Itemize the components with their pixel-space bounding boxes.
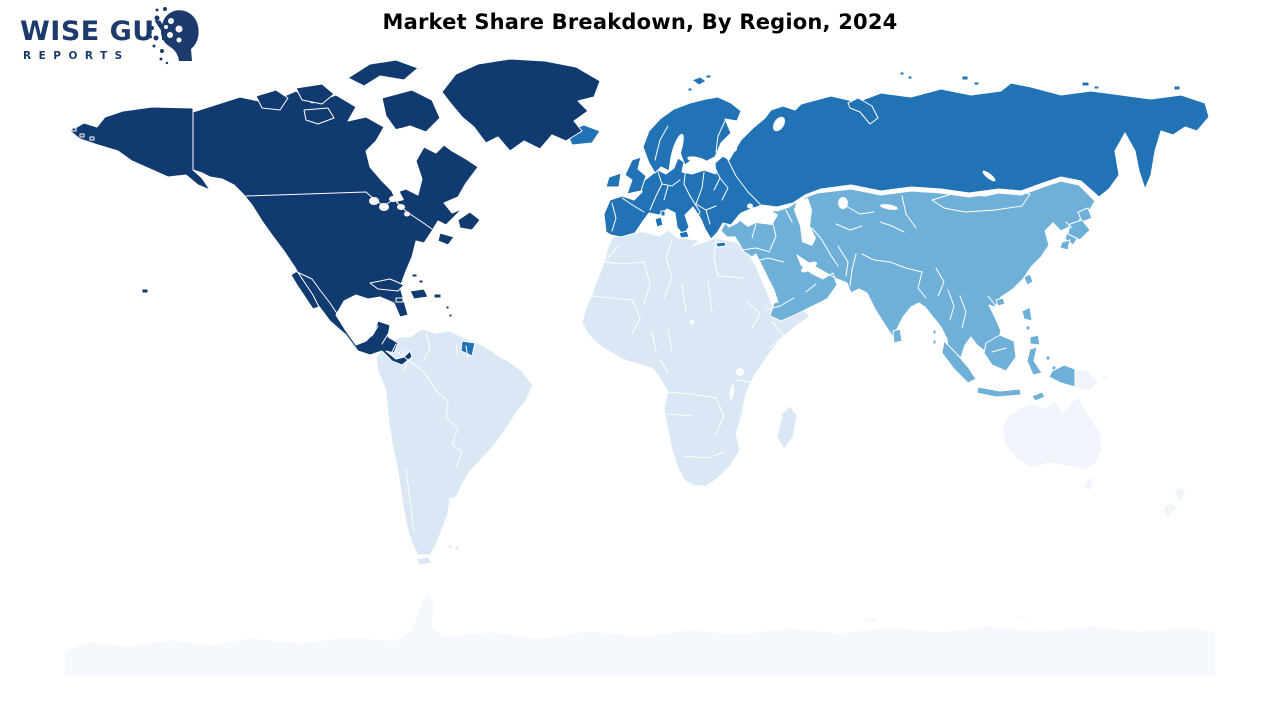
mindanao — [1029, 334, 1041, 346]
chart-title: Market Share Breakdown, By Region, 2024 — [382, 10, 898, 34]
sicily — [678, 230, 690, 239]
hawaii — [141, 288, 149, 294]
hainan — [995, 297, 1006, 307]
crete — [715, 241, 727, 248]
new-zealand-south — [1161, 501, 1179, 519]
south-america-mainland — [375, 328, 534, 556]
africa-mainland — [581, 229, 811, 487]
logo-text-wise-guy: WISE GUY — [20, 16, 175, 47]
lake-balkhash — [880, 204, 898, 210]
tierra-del-fuego — [415, 556, 433, 566]
aral-sea — [838, 197, 848, 209]
new-zealand-north — [1173, 485, 1187, 503]
cuba — [369, 278, 405, 292]
japan-hokkaido — [1077, 207, 1093, 223]
wise-guy-reports-logo: WISE GUY REPORTS — [20, 7, 199, 65]
baltic-sea — [670, 133, 684, 167]
baja-california — [290, 270, 320, 310]
newfoundland — [457, 211, 481, 231]
lake-victoria — [736, 368, 744, 376]
east-new-guinea — [1074, 368, 1099, 392]
japan-honshu — [1067, 219, 1091, 241]
lake-baikal — [982, 170, 996, 182]
australia — [1001, 395, 1103, 471]
region-oceania — [1001, 368, 1187, 519]
region-antarctica — [63, 589, 1217, 678]
gulf-of-finland — [687, 156, 707, 164]
sardinia — [654, 216, 664, 228]
nova-scotia — [437, 232, 455, 246]
tasmania — [1083, 477, 1095, 491]
caspian-sea — [794, 198, 816, 246]
persian-gulf — [801, 261, 817, 273]
novaya-zemlya — [847, 97, 879, 125]
borneo — [983, 334, 1017, 372]
logo-text-reports: REPORTS — [23, 50, 130, 62]
sulawesi — [1026, 346, 1043, 376]
sri-lanka — [892, 328, 903, 344]
europe-russia-mainland — [603, 82, 1210, 240]
ireland — [605, 172, 622, 188]
black-sea — [740, 207, 778, 227]
region-south-america — [375, 328, 534, 566]
luzon — [1021, 306, 1033, 322]
north-america-mainland — [192, 90, 479, 366]
white-sea — [773, 116, 785, 132]
asia-mainland — [720, 180, 1096, 368]
sumatra — [941, 340, 977, 384]
alaska — [69, 106, 211, 191]
taiwan — [1023, 273, 1034, 286]
svalbard — [691, 76, 707, 86]
lakes-and-seas — [369, 116, 996, 400]
baffin-island — [381, 89, 441, 133]
madagascar — [776, 405, 798, 450]
region-africa — [581, 229, 811, 487]
dotted-head-icon — [149, 7, 199, 65]
japan-kyushu — [1059, 239, 1071, 251]
region-north-america — [69, 58, 601, 366]
java — [976, 386, 1022, 398]
timor — [1031, 391, 1046, 402]
country-borders — [245, 120, 1076, 533]
region-europe — [460, 71, 1210, 357]
hudson-bay — [375, 128, 419, 202]
french-guiana — [460, 340, 476, 357]
great-britain — [624, 156, 647, 195]
hispaniola — [409, 288, 429, 300]
greenland — [441, 58, 601, 152]
logo-group: WISE GUY REPORTS — [20, 7, 199, 65]
